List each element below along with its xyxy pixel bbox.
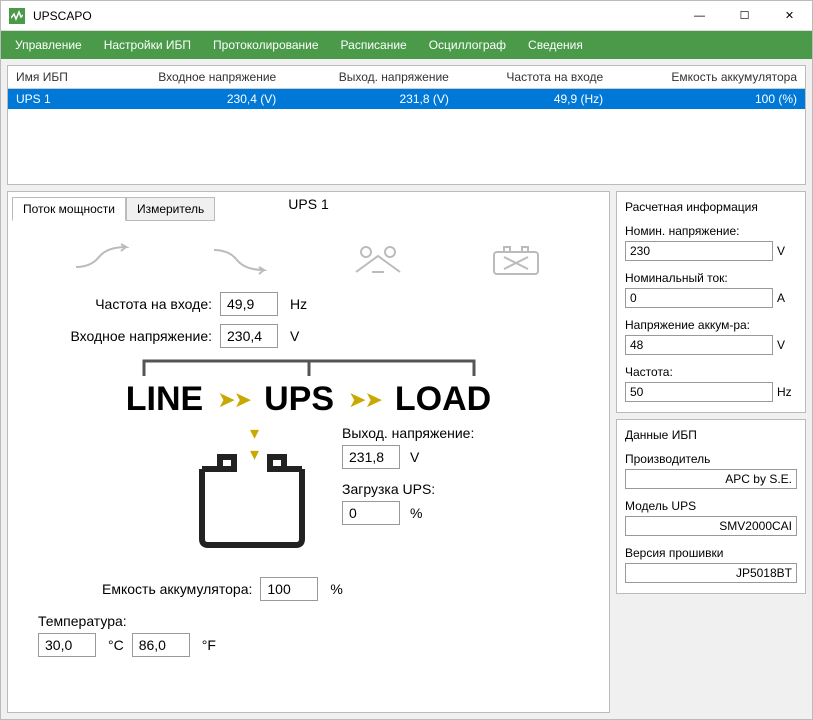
app-window: UPSCAPO — ☐ ✕ Управление Настройки ИБП П… xyxy=(0,0,813,720)
cell-vout: 231,8 (V) xyxy=(284,89,457,110)
calc-freq-unit: Hz xyxy=(777,385,797,399)
cap-unit: % xyxy=(326,581,342,597)
temp-c-unit: °C xyxy=(104,637,124,653)
window-title: UPSCAPO xyxy=(33,9,677,23)
vin-label: Входное напряжение: xyxy=(32,328,212,344)
cap-value: 100 xyxy=(260,577,318,601)
load-label: Загрузка UPS: xyxy=(342,481,474,497)
freq-row: Частота на входе: 49,9 Hz xyxy=(32,292,585,316)
vout-unit: V xyxy=(406,449,419,465)
flow-load: LOAD xyxy=(395,380,491,419)
nom-a-value: 0 xyxy=(625,288,773,308)
nom-v-label: Номин. напряжение: xyxy=(625,224,797,238)
cell-vin: 230,4 (V) xyxy=(101,89,284,110)
ups-data-title: Данные ИБП xyxy=(625,428,797,442)
cap-label: Емкость аккумулятора: xyxy=(102,581,252,597)
nom-v-unit: V xyxy=(777,244,797,258)
bat-v-unit: V xyxy=(777,338,797,352)
app-icon xyxy=(9,8,25,24)
vin-unit: V xyxy=(286,328,299,344)
temp-c-value: 30,0 xyxy=(38,633,96,657)
main-row: UPS 1 Поток мощности Измеритель Частота … xyxy=(7,191,806,713)
power-in-icon xyxy=(71,242,131,278)
battery-icon xyxy=(192,449,312,552)
below-flow: ▾▾ Выход. напряжение: 231,8 xyxy=(32,427,585,607)
content: Имя ИБП Входное напряжение Выход. напряж… xyxy=(1,59,812,719)
power-fail-icon xyxy=(209,242,269,278)
output-block: Выход. напряжение: 231,8 V Загрузка UPS:… xyxy=(342,425,474,537)
calc-freq-value: 50 xyxy=(625,382,773,402)
details-panel: UPS 1 Поток мощности Измеритель Частота … xyxy=(7,191,610,713)
vin-row: Входное напряжение: 230,4 V xyxy=(32,324,585,348)
nom-v-value: 230 xyxy=(625,241,773,261)
diagram: Частота на входе: 49,9 Hz Входное напряж… xyxy=(12,226,605,667)
cell-name: UPS 1 xyxy=(8,89,101,110)
ups-data-group: Данные ИБП Производитель APC by S.E. Мод… xyxy=(616,419,806,594)
calc-info-group: Расчетная информация Номин. напряжение: … xyxy=(616,191,806,413)
menu-about[interactable]: Сведения xyxy=(518,35,593,55)
mfr-label: Производитель xyxy=(625,452,797,466)
cell-freq: 49,9 (Hz) xyxy=(457,89,611,110)
ups-table-box: Имя ИБП Входное напряжение Выход. напряж… xyxy=(7,65,806,185)
minimize-button[interactable]: — xyxy=(677,1,722,31)
menubar: Управление Настройки ИБП Протоколировани… xyxy=(1,31,812,59)
right-panel: Расчетная информация Номин. напряжение: … xyxy=(616,191,806,713)
overload-icon xyxy=(348,242,408,278)
battery-fail-icon xyxy=(486,242,546,278)
flow-row: LINE ➤➤ UPS ➤➤ LOAD xyxy=(32,380,585,419)
tab-meter[interactable]: Измеритель xyxy=(126,197,215,221)
model-label: Модель UPS xyxy=(625,499,797,513)
freq-value: 49,9 xyxy=(220,292,278,316)
temp-label: Температура: xyxy=(38,613,585,629)
cell-cap: 100 (%) xyxy=(611,89,805,110)
flow-ups: UPS xyxy=(264,380,334,419)
col-freq[interactable]: Частота на входе xyxy=(457,66,611,89)
temp-f-unit: °F xyxy=(198,637,216,653)
flow-line: LINE xyxy=(126,380,203,419)
load-value: 0 xyxy=(342,501,400,525)
nom-a-label: Номинальный ток: xyxy=(625,271,797,285)
vin-value: 230,4 xyxy=(220,324,278,348)
freq-unit: Hz xyxy=(286,296,307,312)
col-cap[interactable]: Емкость аккумулятора xyxy=(611,66,805,89)
vout-label: Выход. напряжение: xyxy=(342,425,474,441)
menu-schedule[interactable]: Расписание xyxy=(331,35,417,55)
capacity-row: Емкость аккумулятора: 100 % xyxy=(102,577,343,601)
calc-title: Расчетная информация xyxy=(625,200,797,214)
arrow-icon: ➤➤ xyxy=(217,387,250,413)
bat-v-label: Напряжение аккум-ра: xyxy=(625,318,797,332)
freq-label: Частота на входе: xyxy=(32,296,212,312)
table-row[interactable]: UPS 1 230,4 (V) 231,8 (V) 49,9 (Hz) 100 … xyxy=(8,89,805,110)
flow-bracket-icon xyxy=(139,356,479,376)
fw-value: JP5018BT xyxy=(625,563,797,583)
maximize-button[interactable]: ☐ xyxy=(722,1,767,31)
load-unit: % xyxy=(406,505,422,521)
mfr-value: APC by S.E. xyxy=(625,469,797,489)
arrow-icon: ➤➤ xyxy=(348,387,381,413)
bat-v-value: 48 xyxy=(625,335,773,355)
close-button[interactable]: ✕ xyxy=(767,1,812,31)
menu-control[interactable]: Управление xyxy=(5,35,92,55)
fw-label: Версия прошивки xyxy=(625,546,797,560)
menu-ups-settings[interactable]: Настройки ИБП xyxy=(94,35,201,55)
col-vout[interactable]: Выход. напряжение xyxy=(284,66,457,89)
temp-f-value: 86,0 xyxy=(132,633,190,657)
col-name[interactable]: Имя ИБП xyxy=(8,66,101,89)
menu-oscilloscope[interactable]: Осциллограф xyxy=(419,35,516,55)
model-value: SMV2000CAI xyxy=(625,516,797,536)
nom-a-unit: A xyxy=(777,291,797,305)
calc-freq-label: Частота: xyxy=(625,365,797,379)
status-icon-row xyxy=(32,236,585,292)
vout-value: 231,8 xyxy=(342,445,400,469)
ups-table: Имя ИБП Входное напряжение Выход. напряж… xyxy=(8,66,805,109)
menu-logging[interactable]: Протоколирование xyxy=(203,35,329,55)
temperature-block: Температура: 30,0 °C 86,0 °F xyxy=(32,613,585,657)
tab-power-flow[interactable]: Поток мощности xyxy=(12,197,126,221)
col-vin[interactable]: Входное напряжение xyxy=(101,66,284,89)
titlebar: UPSCAPO — ☐ ✕ xyxy=(1,1,812,31)
